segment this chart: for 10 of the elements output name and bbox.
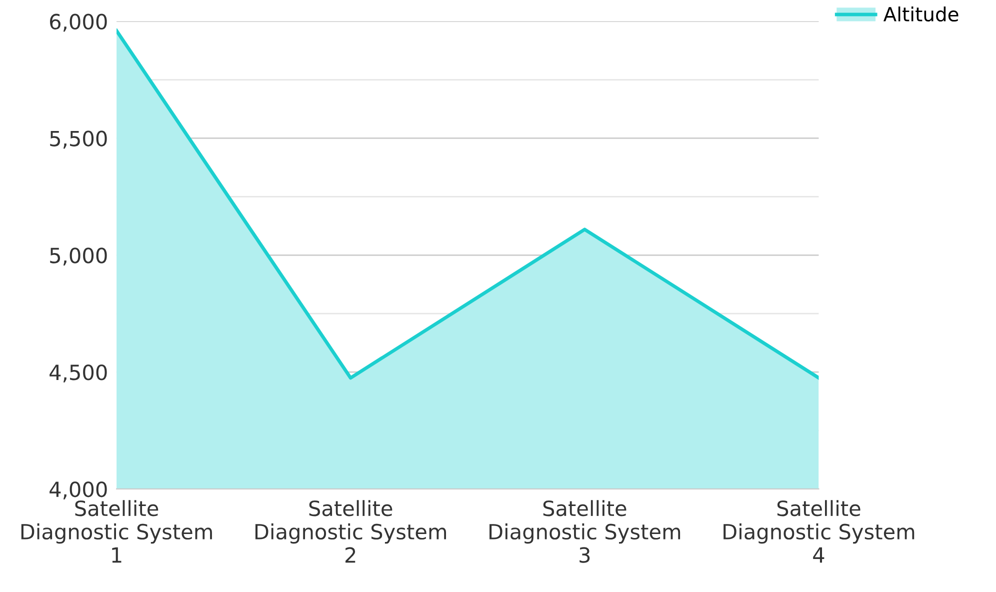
legend-label: Altitude <box>883 6 958 22</box>
y-tick-label: 6,000 <box>50 14 107 32</box>
y-tick-label: 5,000 <box>50 248 107 266</box>
x-tick-label: Satellite Diagnostic System 4 <box>724 500 914 563</box>
y-tick-label: 5,500 <box>50 130 107 149</box>
y-tick-label: 4,500 <box>50 364 107 382</box>
x-tick-label: Satellite Diagnostic System 1 <box>21 500 212 563</box>
x-tick-label: Satellite Diagnostic System 2 <box>255 500 446 563</box>
x-tick-label: Satellite Diagnostic System 3 <box>490 500 680 563</box>
y-tick-label: 4,000 <box>50 481 107 500</box>
